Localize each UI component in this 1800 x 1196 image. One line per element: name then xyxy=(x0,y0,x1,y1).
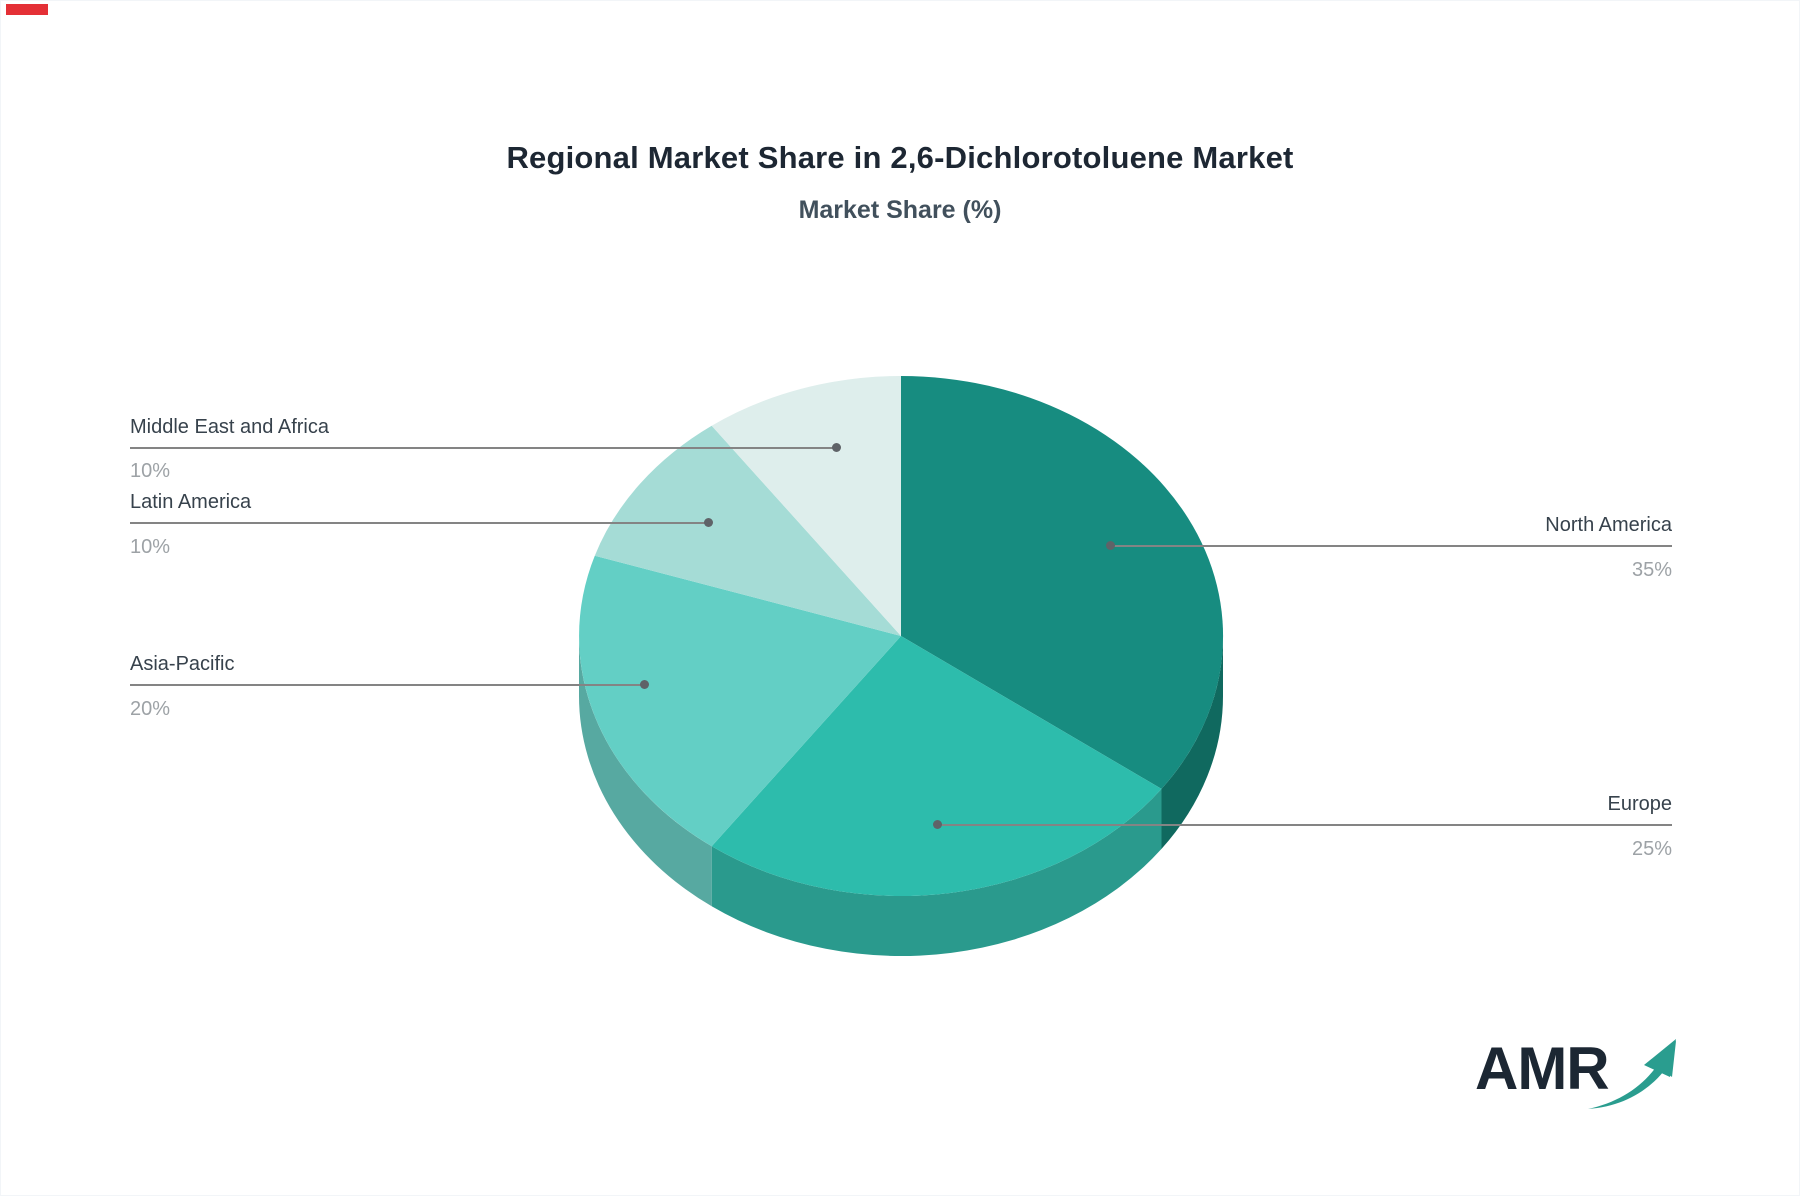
pie-side-europe[interactable] xyxy=(711,788,1162,957)
pct-middle-east-africa: 10% xyxy=(130,460,171,482)
label-latin-america[interactable]: Latin America xyxy=(130,491,252,513)
leader-dot-latin-america xyxy=(704,518,713,527)
label-middle-east-africa[interactable]: Middle East and Africa xyxy=(130,416,329,438)
leader-dot-middle-east-africa xyxy=(832,443,841,452)
pie-slice-latin-america[interactable] xyxy=(594,425,901,636)
leader-line-europe xyxy=(937,824,1672,826)
label-europe[interactable]: Europe xyxy=(1607,793,1673,815)
pct-asia-pacific: 20% xyxy=(130,698,171,720)
chart-subtitle: Market Share (%) xyxy=(798,196,1002,224)
leader-line-latin-america xyxy=(130,522,708,524)
pie-side-north-america[interactable] xyxy=(1161,636,1224,849)
label-asia-pacific[interactable]: Asia-Pacific xyxy=(130,653,235,675)
amr-logo: AMR xyxy=(1470,1028,1680,1118)
pie-slice-asia-pacific[interactable] xyxy=(579,555,901,847)
pie-slice-north-america[interactable] xyxy=(901,375,1224,789)
pct-europe: 25% xyxy=(1631,838,1672,860)
leader-line-asia-pacific xyxy=(130,684,644,686)
pie-side-asia-pacific[interactable] xyxy=(579,636,712,907)
leader-dot-asia-pacific xyxy=(640,680,649,689)
leader-line-north-america xyxy=(1110,545,1672,547)
corner-marker xyxy=(6,4,48,15)
pct-latin-america: 10% xyxy=(130,536,171,558)
amr-logo-arrow-icon xyxy=(1588,1039,1676,1109)
pct-north-america: 35% xyxy=(1631,559,1672,581)
pie-slice-middle-east-africa[interactable] xyxy=(711,376,901,636)
pie-slice-europe[interactable] xyxy=(711,636,1162,897)
label-north-america[interactable]: North America xyxy=(1545,514,1672,536)
chart-title: Regional Market Share in 2,6-Dichlorotol… xyxy=(506,140,1294,175)
amr-logo-text: AMR xyxy=(1475,1035,1610,1102)
leader-dot-europe xyxy=(933,820,942,829)
leader-line-middle-east-africa xyxy=(130,447,836,449)
leader-dot-north-america xyxy=(1106,541,1115,550)
